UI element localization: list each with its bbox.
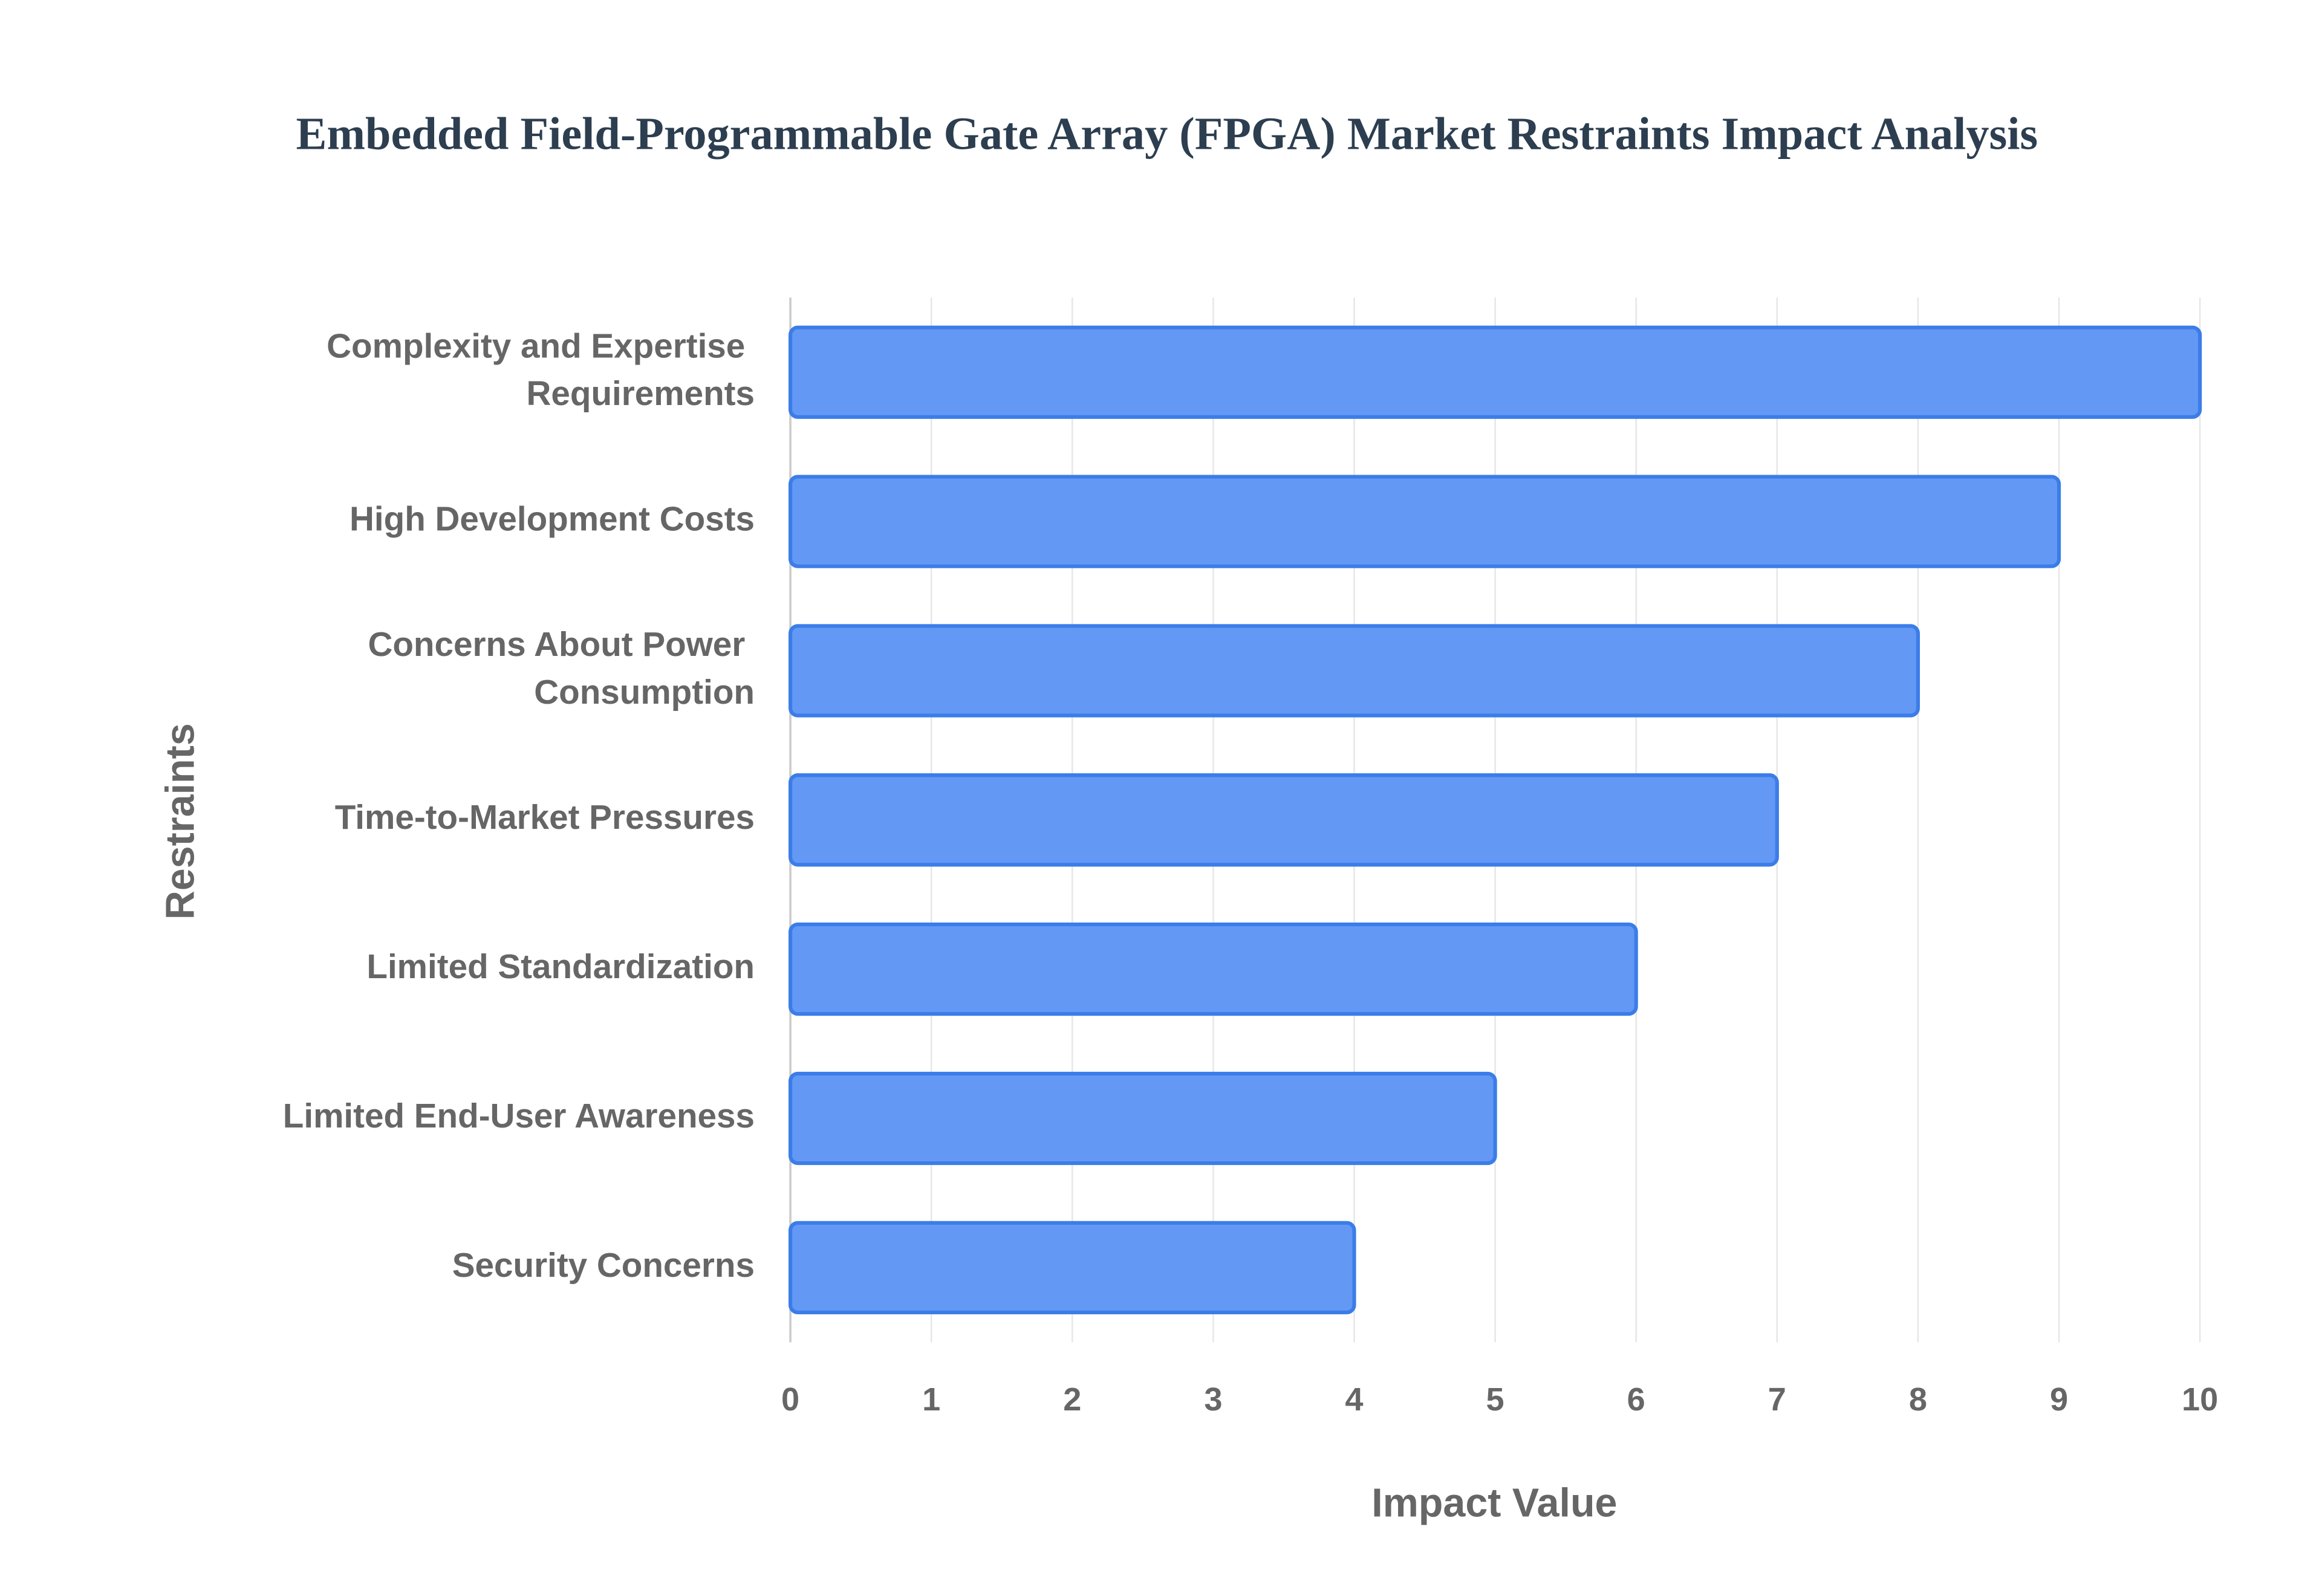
x-axis-label: Impact Value <box>1371 1481 1617 1526</box>
y-tick-label: Time-to-Market Pressures <box>335 798 755 836</box>
x-tick-label: 2 <box>1063 1381 1081 1418</box>
y-tick-label: Limited End-User Awareness <box>283 1097 755 1135</box>
y-axis-label: Restraints <box>158 723 203 920</box>
x-tick-label: 5 <box>1486 1381 1504 1418</box>
y-tick-label: Complexity and Expertise Requirements <box>327 326 755 412</box>
x-tick-label: 6 <box>1627 1381 1645 1418</box>
y-tick-label: Concerns About Power Consumption <box>368 625 755 711</box>
bar <box>789 325 2202 419</box>
bar <box>789 923 1638 1016</box>
chart-title: Embedded Field-Programmable Gate Array (… <box>296 108 2038 159</box>
x-tick-label: 8 <box>1909 1381 1927 1418</box>
y-tick-label: High Development Costs <box>350 500 755 538</box>
bar <box>789 1221 1356 1315</box>
bar <box>789 773 1779 867</box>
x-tick-label: 10 <box>2182 1381 2218 1418</box>
bar <box>789 624 1920 718</box>
x-tick-label: 4 <box>1345 1381 1363 1418</box>
x-tick-label: 0 <box>781 1381 799 1418</box>
x-tick-label: 9 <box>2050 1381 2068 1418</box>
x-tick-label: 7 <box>1768 1381 1786 1418</box>
x-tick-label: 1 <box>922 1381 940 1418</box>
y-tick-label: Security Concerns <box>452 1246 755 1284</box>
bar <box>788 475 2061 568</box>
y-tick-label: Limited Standardization <box>366 947 755 985</box>
x-tick-label: 3 <box>1204 1381 1222 1418</box>
bar <box>789 1071 1497 1166</box>
